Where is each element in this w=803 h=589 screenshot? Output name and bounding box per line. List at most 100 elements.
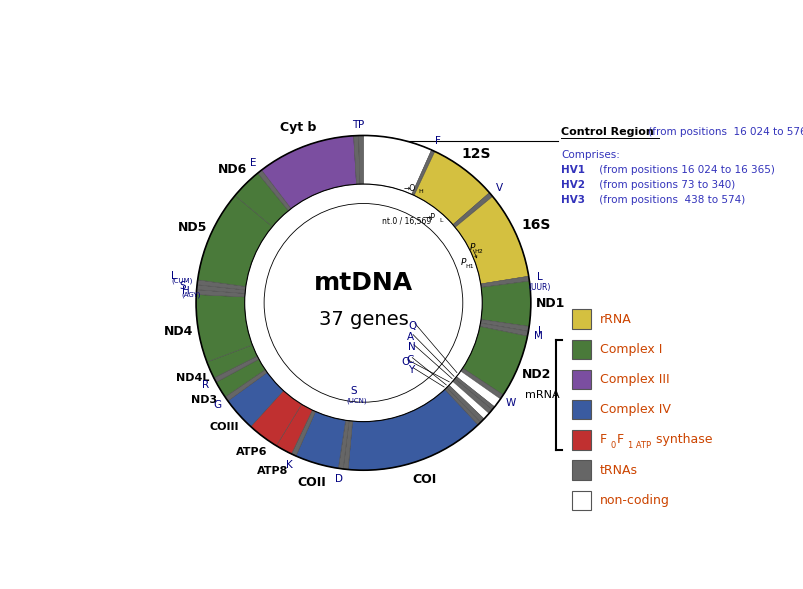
Text: S: S [350,386,357,396]
Text: O: O [401,357,410,367]
Text: E: E [250,158,256,168]
Text: H2: H2 [474,249,483,254]
Text: nt.0 / 16,569: nt.0 / 16,569 [381,217,430,226]
Text: ATP8: ATP8 [256,466,287,476]
Text: H: H [181,286,190,296]
Text: F: F [617,434,624,446]
Bar [571,370,590,389]
Wedge shape [479,323,528,336]
Text: ATP6: ATP6 [235,448,267,457]
Wedge shape [206,345,257,378]
Wedge shape [358,135,363,184]
Text: synthase: synthase [651,434,711,446]
Text: mRNA: mRNA [524,390,560,399]
Wedge shape [216,359,265,397]
Wedge shape [214,356,259,382]
Bar [571,309,590,329]
Wedge shape [251,391,301,446]
Text: (from positions 16 024 to 16 365): (from positions 16 024 to 16 365) [595,165,773,175]
Text: L: L [170,270,177,280]
Text: Q: Q [408,320,417,330]
Wedge shape [411,150,434,196]
Wedge shape [258,170,291,211]
Text: ND2: ND2 [521,368,550,380]
Bar [571,461,590,480]
Text: mtDNA: mtDNA [313,272,413,296]
Text: V: V [495,183,502,193]
Text: ND4: ND4 [164,325,194,339]
Text: F: F [434,136,440,146]
Wedge shape [456,371,499,407]
Text: W: W [505,398,516,408]
Bar [571,339,590,359]
Text: →P: →P [424,213,435,222]
Wedge shape [414,151,489,224]
Text: D: D [335,474,343,484]
Text: H1: H1 [465,264,474,269]
Text: 1 ATP: 1 ATP [627,441,650,450]
Wedge shape [225,370,267,401]
Wedge shape [261,135,356,209]
Wedge shape [454,376,494,410]
Text: Comprises:: Comprises: [560,150,619,160]
Text: COI: COI [411,473,436,486]
Text: ND1: ND1 [535,297,565,310]
Text: P: P [357,120,364,130]
Wedge shape [234,173,288,227]
Text: (AGY): (AGY) [181,292,201,298]
Wedge shape [462,326,527,395]
Text: A: A [407,332,414,342]
Text: R: R [202,380,209,390]
Text: 16S: 16S [520,218,550,232]
Wedge shape [196,290,245,297]
Text: 0: 0 [610,441,615,450]
Text: HV3: HV3 [560,195,585,205]
Text: 37 genes: 37 genes [318,310,408,329]
Wedge shape [460,368,503,399]
Text: HV2: HV2 [560,180,585,190]
Wedge shape [198,196,272,286]
Text: COIII: COIII [209,422,238,432]
Text: (from positions  16 024 to 576): (from positions 16 024 to 576) [645,127,803,137]
Text: tRNAs: tRNAs [599,464,637,477]
Text: H: H [418,190,422,194]
Wedge shape [452,193,492,227]
Text: non-coding: non-coding [599,494,669,507]
Wedge shape [353,135,360,184]
Wedge shape [480,276,528,287]
Text: P: P [460,258,466,267]
Wedge shape [196,294,252,362]
Text: COII: COII [296,476,325,489]
Wedge shape [446,385,483,422]
Wedge shape [197,284,245,293]
Wedge shape [348,389,477,470]
Text: Cyt b: Cyt b [279,121,316,134]
Text: ND4L: ND4L [176,373,209,383]
Text: C: C [406,355,414,365]
Text: T: T [352,120,358,130]
Text: L: L [536,272,542,282]
Text: HV1: HV1 [560,165,585,175]
Wedge shape [296,412,345,468]
Wedge shape [444,388,480,425]
Text: (from positions  438 to 574): (from positions 438 to 574) [595,195,744,205]
Wedge shape [480,320,528,331]
Text: (UCN): (UCN) [345,398,366,404]
Text: ND3: ND3 [190,395,217,405]
Wedge shape [276,404,312,454]
Text: Complex IV: Complex IV [599,403,670,416]
Text: 12S: 12S [461,147,490,161]
Wedge shape [291,410,315,456]
Wedge shape [338,421,349,469]
Text: rRNA: rRNA [599,313,631,326]
Wedge shape [449,381,488,419]
Text: F: F [599,434,606,446]
Text: (UUR): (UUR) [528,283,550,292]
Text: Y: Y [407,365,414,375]
Wedge shape [363,135,431,194]
Text: Complex I: Complex I [599,343,662,356]
Text: I: I [537,326,540,336]
Wedge shape [480,281,530,326]
Text: S: S [179,281,185,291]
Bar [571,400,590,419]
